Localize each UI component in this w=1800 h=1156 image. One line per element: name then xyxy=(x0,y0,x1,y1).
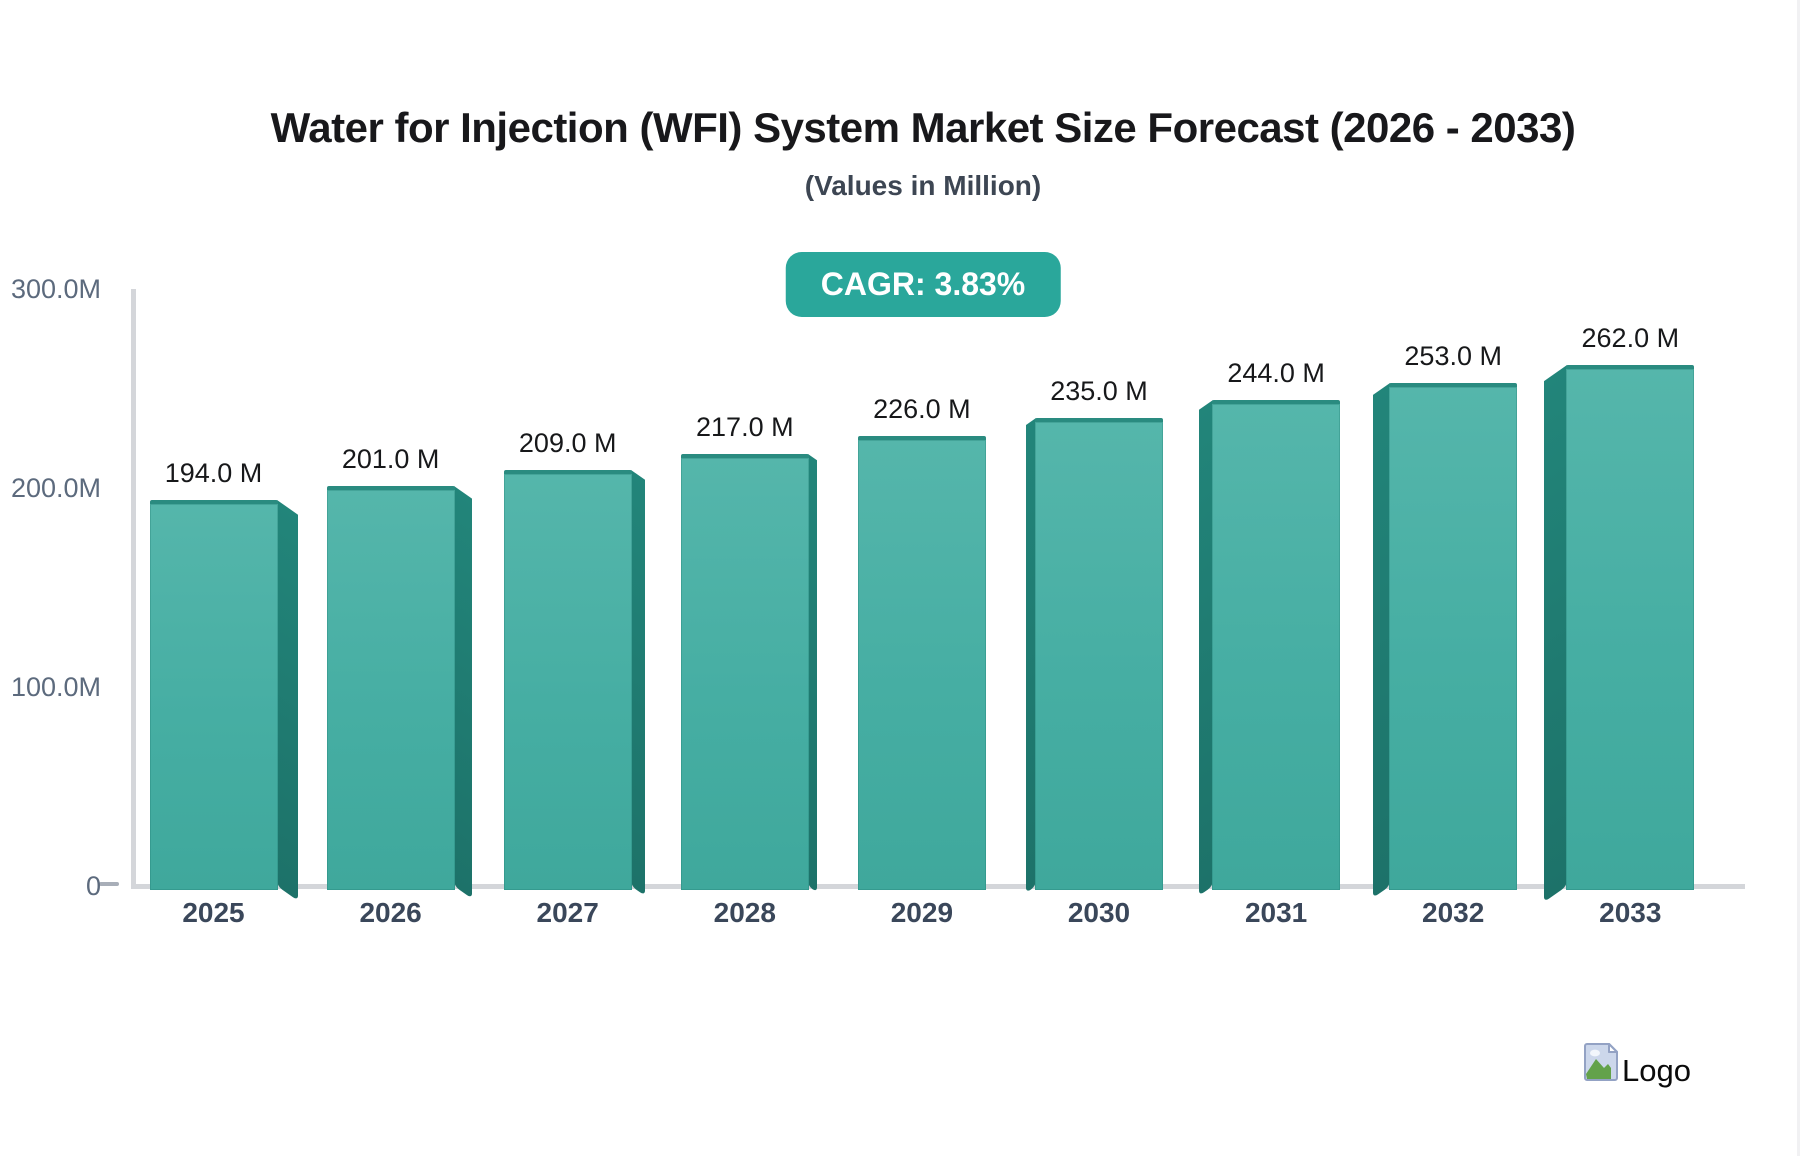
bar-side-3d xyxy=(276,499,298,901)
bar-2030[interactable] xyxy=(1035,418,1163,890)
bar-value-label: 235.0 M xyxy=(1050,376,1148,407)
x-tick-label: 2029 xyxy=(890,897,954,928)
chart-title: Water for Injection (WFI) System Market … xyxy=(270,104,1576,151)
x-tick-label: 2030 xyxy=(1067,897,1131,928)
bar-value-label: 253.0 M xyxy=(1404,340,1502,371)
bar-2027[interactable] xyxy=(503,470,632,890)
y-tick-label: 200.0M xyxy=(10,473,101,503)
x-tick-label: 2032 xyxy=(1422,897,1485,928)
bar-2028[interactable] xyxy=(680,454,809,890)
x-tick-label: 2028 xyxy=(713,897,776,928)
bar-2031[interactable] xyxy=(1212,400,1341,890)
bar-side-3d xyxy=(453,486,472,899)
bar-side-3d xyxy=(1373,382,1391,898)
bar-side-3d xyxy=(1544,364,1568,903)
y-tick-label: 300.0M xyxy=(10,274,101,304)
bar-2029[interactable] xyxy=(857,436,986,890)
logo-footer: Logo xyxy=(1583,1040,1691,1088)
y-tick-label: 0 xyxy=(85,871,101,901)
x-tick-label: 2027 xyxy=(536,897,599,928)
bar-value-label: 201.0 M xyxy=(341,444,440,474)
y-tick-label: 100.0M xyxy=(10,672,101,702)
logo-text: Logo xyxy=(1622,1053,1691,1088)
bar-value-label: 244.0 M xyxy=(1227,358,1325,389)
x-tick-label: 2025 xyxy=(182,897,245,928)
bar-2025[interactable] xyxy=(149,499,278,890)
x-tick-label: 2033 xyxy=(1599,897,1662,928)
bar-value-label: 262.0 M xyxy=(1581,322,1680,353)
broken-image-icon xyxy=(1583,1041,1621,1088)
page-right-border xyxy=(1797,0,1800,1156)
bar-value-label: 217.0 M xyxy=(696,412,794,443)
cagr-badge: CAGR: 3.83% xyxy=(785,252,1061,317)
chart-subtitle: (Values in Million) xyxy=(804,170,1042,201)
bar-side-3d xyxy=(630,470,645,896)
bar-2032[interactable] xyxy=(1389,382,1518,890)
bar-value-label: 194.0 M xyxy=(164,457,263,488)
bar-side-3d xyxy=(1199,400,1214,896)
bar-2033[interactable] xyxy=(1566,364,1695,890)
x-tick-label: 2026 xyxy=(359,897,422,928)
y-axis-line xyxy=(131,289,136,889)
bar-value-label: 226.0 M xyxy=(873,394,971,425)
x-tick-label: 2031 xyxy=(1244,897,1308,928)
bar-side-3d xyxy=(807,454,817,893)
y-axis-zero-tick xyxy=(99,882,119,886)
bar-2026[interactable] xyxy=(326,486,455,890)
bar-value-label: 209.0 M xyxy=(518,428,617,459)
